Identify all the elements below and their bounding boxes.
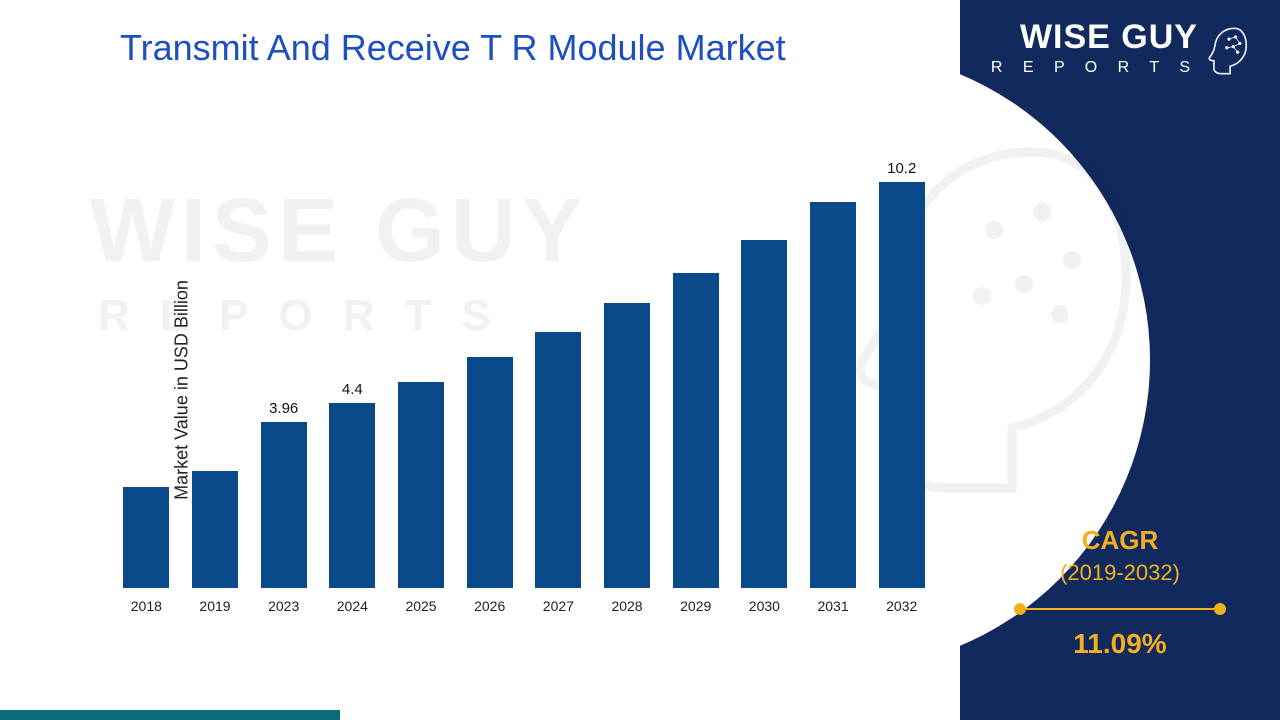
x-tick-label: 2018 bbox=[112, 598, 181, 614]
bar bbox=[261, 422, 307, 588]
bar bbox=[329, 403, 375, 588]
x-tick-label: 2031 bbox=[799, 598, 868, 614]
x-tick-label: 2023 bbox=[249, 598, 318, 614]
x-tick-label: 2032 bbox=[867, 598, 936, 614]
bar-slot: 2027 bbox=[524, 160, 593, 588]
report-card: WISE GUY R E P O R T S CAGR (2019-2032) … bbox=[0, 0, 1280, 720]
bar-value-label: 10.2 bbox=[887, 160, 916, 178]
x-tick-label: 2024 bbox=[318, 598, 387, 614]
bar bbox=[123, 487, 169, 588]
plot-region: 201820193.9620234.4202420252026202720282… bbox=[108, 160, 940, 588]
x-tick-label: 2026 bbox=[455, 598, 524, 614]
bar-slot: 2029 bbox=[661, 160, 730, 588]
cagr-label: CAGR bbox=[990, 525, 1250, 556]
cagr-value: 11.09% bbox=[990, 628, 1250, 660]
bar-slot: 2028 bbox=[593, 160, 662, 588]
bar-value-label: 3.96 bbox=[269, 400, 298, 418]
bar-value-label: 4.4 bbox=[342, 381, 363, 399]
bar-slot: 10.22032 bbox=[867, 160, 936, 588]
bar-slot: 3.962023 bbox=[249, 160, 318, 588]
bar bbox=[673, 273, 719, 588]
brand-line2: R E P O R T S bbox=[991, 59, 1198, 77]
chart-area: Market Value in USD Billion 201820193.96… bbox=[60, 160, 940, 620]
bottom-accent-bar bbox=[0, 710, 340, 720]
x-tick-label: 2019 bbox=[181, 598, 250, 614]
cagr-divider bbox=[1020, 608, 1220, 610]
bar-slot: 2018 bbox=[112, 160, 181, 588]
bar bbox=[810, 202, 856, 588]
brand-block: WISE GUY R E P O R T S bbox=[991, 18, 1256, 77]
side-panel: WISE GUY R E P O R T S CAGR (2019-2032) … bbox=[960, 0, 1280, 720]
bars-container: 201820193.9620234.4202420252026202720282… bbox=[108, 160, 940, 588]
x-tick-label: 2030 bbox=[730, 598, 799, 614]
bar bbox=[741, 240, 787, 588]
bar bbox=[879, 182, 925, 588]
x-tick-label: 2025 bbox=[387, 598, 456, 614]
bar bbox=[467, 357, 513, 588]
bar bbox=[192, 471, 238, 588]
bar-slot: 2031 bbox=[799, 160, 868, 588]
brain-head-icon bbox=[1202, 24, 1256, 78]
bar bbox=[398, 382, 444, 588]
chart-title: Transmit And Receive T R Module Market bbox=[120, 26, 880, 69]
cagr-range: (2019-2032) bbox=[990, 560, 1250, 586]
bar-slot: 2026 bbox=[455, 160, 524, 588]
x-tick-label: 2029 bbox=[661, 598, 730, 614]
bar bbox=[535, 332, 581, 588]
cagr-box: CAGR (2019-2032) 11.09% bbox=[990, 525, 1250, 660]
x-tick-label: 2027 bbox=[524, 598, 593, 614]
brand-line1: WISE GUY bbox=[991, 18, 1198, 57]
bar-slot: 2025 bbox=[387, 160, 456, 588]
bar-slot: 2019 bbox=[181, 160, 250, 588]
bar bbox=[604, 303, 650, 588]
bar-slot: 4.42024 bbox=[318, 160, 387, 588]
bar-slot: 2030 bbox=[730, 160, 799, 588]
x-tick-label: 2028 bbox=[593, 598, 662, 614]
